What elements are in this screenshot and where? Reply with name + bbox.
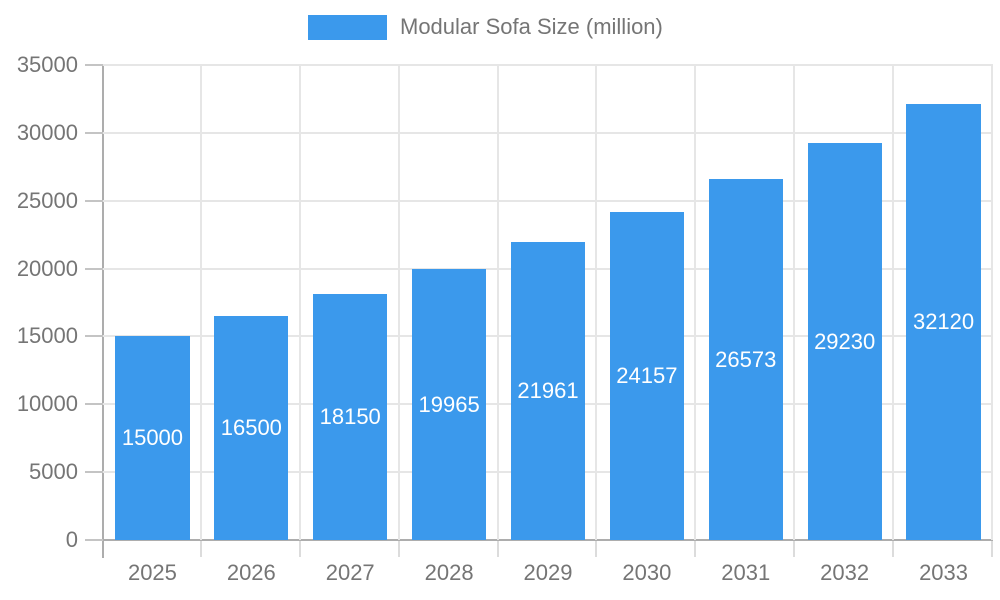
- bar-value-label: 16500: [220, 415, 282, 441]
- x-gridline: [793, 65, 796, 540]
- x-axis-tick: [496, 541, 499, 557]
- x-gridline: [595, 65, 598, 540]
- bar-value-label: 19965: [418, 391, 480, 417]
- y-axis-tick: [85, 539, 103, 541]
- x-gridline: [397, 65, 400, 540]
- bar-2026[interactable]: 16500: [214, 316, 289, 540]
- x-axis-label: 2031: [721, 560, 771, 585]
- y-axis-label: 0: [65, 527, 78, 552]
- bar-2025[interactable]: 15000: [115, 336, 190, 540]
- x-axis-label: 2027: [325, 560, 375, 585]
- legend-item[interactable]: Modular Sofa Size (million): [308, 14, 663, 40]
- bar-value-label: 32120: [912, 309, 975, 335]
- y-axis-tick: [85, 335, 103, 338]
- x-axis-tick: [298, 541, 301, 557]
- bar-value-label: 26573: [715, 346, 777, 372]
- x-axis-label: 2033: [919, 560, 969, 585]
- x-gridline: [199, 65, 202, 540]
- x-axis-tick: [694, 541, 697, 557]
- y-axis-label: 15000: [16, 323, 78, 349]
- x-axis-label: 2029: [523, 560, 573, 585]
- x-axis-label: 2026: [226, 560, 276, 585]
- bar-2032[interactable]: 29230: [807, 143, 882, 540]
- legend-swatch: [308, 14, 387, 40]
- bar-2029[interactable]: 21961: [510, 241, 586, 540]
- bar-value-label: 29230: [814, 328, 876, 354]
- x-axis-tick: [397, 541, 400, 557]
- x-axis-line: [85, 539, 993, 541]
- y-gridline: [103, 64, 993, 66]
- y-axis-label: 20000: [16, 255, 78, 281]
- y-gridline: [103, 199, 993, 202]
- bar-2033[interactable]: 32120: [906, 104, 981, 540]
- y-axis-label: 5000: [29, 459, 78, 485]
- bar-2028[interactable]: 19965: [412, 269, 487, 540]
- bar-value-label: 15000: [121, 425, 184, 451]
- x-axis-label: 2032: [820, 560, 870, 585]
- plot-area: 15000 16500 18150 19965 21961 24157 26573 29230…: [103, 64, 993, 540]
- x-gridline: [892, 65, 895, 540]
- y-axis-label: 30000: [16, 119, 78, 145]
- y-axis-label: 10000: [16, 391, 78, 417]
- bar-value-label: 21961: [517, 377, 579, 403]
- bar-value-label: 18150: [319, 403, 381, 429]
- x-gridline: [496, 65, 499, 540]
- y-axis-tick: [85, 199, 103, 202]
- bar-2027[interactable]: 18150: [313, 293, 388, 540]
- bar-2031[interactable]: 26573: [708, 179, 783, 540]
- x-gridline: [298, 65, 301, 540]
- y-axis-label: 35000: [16, 52, 78, 77]
- y-axis-line: [102, 65, 104, 558]
- y-axis-label: 25000: [16, 187, 78, 213]
- bar-value-label: 24157: [616, 363, 678, 389]
- legend-label: Modular Sofa Size (million): [400, 14, 663, 39]
- y-axis-tick: [85, 403, 103, 406]
- bar-2030[interactable]: 24157: [609, 212, 684, 540]
- y-axis-tick: [85, 64, 103, 66]
- x-axis-label: 2030: [622, 560, 672, 585]
- y-gridline: [103, 131, 993, 134]
- x-axis-tick: [199, 541, 202, 557]
- x-axis-tick: [991, 541, 993, 557]
- y-axis-tick: [85, 131, 103, 134]
- x-axis-tick: [595, 541, 598, 557]
- x-axis-tick: [892, 541, 895, 557]
- y-axis-tick: [85, 471, 103, 474]
- x-axis-label: 2028: [424, 560, 474, 585]
- x-axis-label: 2025: [127, 560, 177, 585]
- x-gridline: [991, 65, 993, 540]
- x-gridline: [694, 65, 697, 540]
- y-axis-tick: [85, 267, 103, 270]
- x-axis-tick: [793, 541, 796, 557]
